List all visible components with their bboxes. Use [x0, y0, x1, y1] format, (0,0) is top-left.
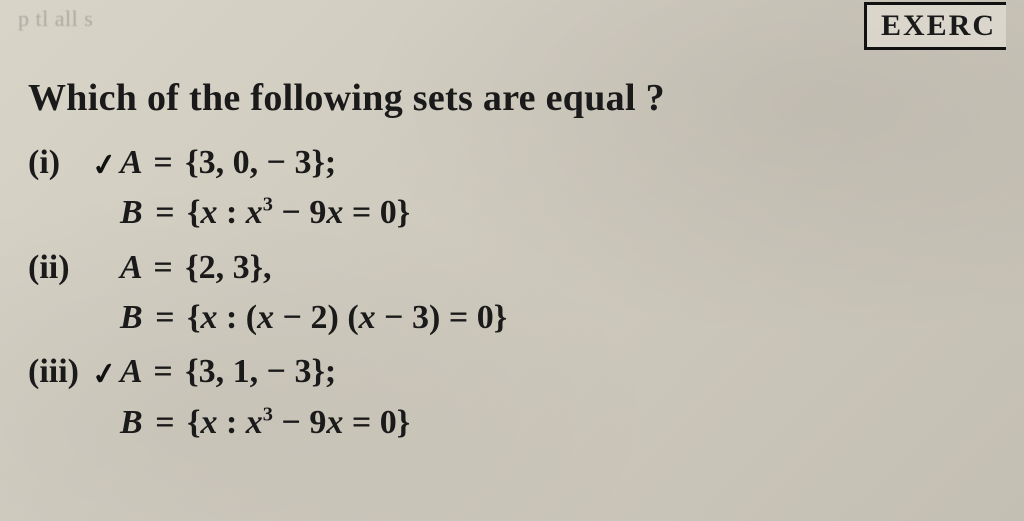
roman-label: (ii) — [28, 249, 70, 286]
set-definition-a: A = {3, 0, − 3}; — [120, 138, 410, 188]
set-symbol: A — [120, 249, 141, 286]
terminator: , — [263, 249, 272, 286]
roman-numeral: (iii) ✓ — [28, 347, 120, 448]
list-item: (iii) ✓ A = {3, 1, − 3}; B = {x : x3 − 9… — [28, 347, 996, 448]
list-item: (i) ✓ A = {3, 0, − 3}; B = {x : x3 − 9x … — [28, 138, 996, 239]
var-x: x — [200, 299, 217, 336]
faint-background-text: p tl all s — [18, 6, 93, 32]
items-list: (i) ✓ A = {3, 0, − 3}; B = {x : x3 − 9x … — [28, 138, 996, 448]
colon-sep: : — [217, 194, 245, 231]
set-symbol: A — [120, 144, 141, 181]
set-symbol: B — [120, 194, 143, 231]
expr-var: x — [246, 404, 263, 441]
content-region: Which of the following sets are equal ? … — [28, 76, 996, 448]
set-symbol: A — [120, 353, 141, 390]
brace-close: } — [397, 404, 410, 441]
equals-sign: = — [151, 299, 178, 336]
colon-sep: : ( — [217, 299, 257, 336]
expr-var2: x — [326, 404, 343, 441]
expr-mid: − 9 — [273, 194, 326, 231]
expr-mid: − 2) ( — [274, 299, 359, 336]
check-icon: ✓ — [89, 142, 120, 189]
math-block: A = {2, 3}, B = {x : (x − 2) (x − 3) = 0… — [120, 243, 507, 344]
expr-var: x — [257, 299, 274, 336]
set-symbol: B — [120, 299, 143, 336]
roman-numeral: (ii) — [28, 243, 120, 344]
roman-numeral: (i) ✓ — [28, 138, 120, 239]
roman-label: (i) — [28, 144, 60, 181]
question-text: Which of the following sets are equal ? — [28, 76, 996, 120]
set-definition-a: A = {3, 1, − 3}; — [120, 347, 410, 397]
set-symbol: B — [120, 404, 143, 441]
list-item: (ii) A = {2, 3}, B = {x : (x − 2) (x − 3… — [28, 243, 996, 344]
expr-mid: − 9 — [273, 404, 326, 441]
brace-close: } — [397, 194, 410, 231]
set-definition-a: A = {2, 3}, — [120, 243, 507, 293]
equals-sign: = — [149, 353, 176, 390]
expr-eq: = 0 — [343, 404, 396, 441]
expr-var2: x — [326, 194, 343, 231]
exponent: 3 — [263, 194, 273, 216]
set-literal: {3, 0, − 3} — [185, 144, 325, 181]
set-definition-b: B = {x : (x − 2) (x − 3) = 0} — [120, 293, 507, 343]
check-icon: ✓ — [89, 352, 120, 399]
brace-open: { — [187, 194, 200, 231]
set-definition-b: B = {x : x3 − 9x = 0} — [120, 398, 410, 448]
expr-var2: x — [359, 299, 376, 336]
var-x: x — [200, 404, 217, 441]
colon-sep: : — [217, 404, 245, 441]
equals-sign: = — [149, 249, 176, 286]
terminator: ; — [325, 144, 336, 181]
equals-sign: = — [151, 194, 178, 231]
expr-var: x — [246, 194, 263, 231]
brace-open: { — [187, 404, 200, 441]
equals-sign: = — [151, 404, 178, 441]
brace-close: } — [494, 299, 507, 336]
brace-open: { — [187, 299, 200, 336]
exercise-header-box: EXERC — [864, 2, 1006, 50]
set-literal: {3, 1, − 3} — [185, 353, 325, 390]
set-definition-b: B = {x : x3 − 9x = 0} — [120, 188, 410, 238]
expr-eq: = 0 — [343, 194, 396, 231]
math-block: A = {3, 1, − 3}; B = {x : x3 − 9x = 0} — [120, 347, 410, 448]
math-block: A = {3, 0, − 3}; B = {x : x3 − 9x = 0} — [120, 138, 410, 239]
var-x: x — [200, 194, 217, 231]
terminator: ; — [325, 353, 336, 390]
equals-sign: = — [149, 144, 176, 181]
set-literal: {2, 3} — [185, 249, 263, 286]
exponent: 3 — [263, 403, 273, 425]
roman-label: (iii) — [28, 353, 79, 390]
expr-eq: − 3) = 0 — [376, 299, 494, 336]
